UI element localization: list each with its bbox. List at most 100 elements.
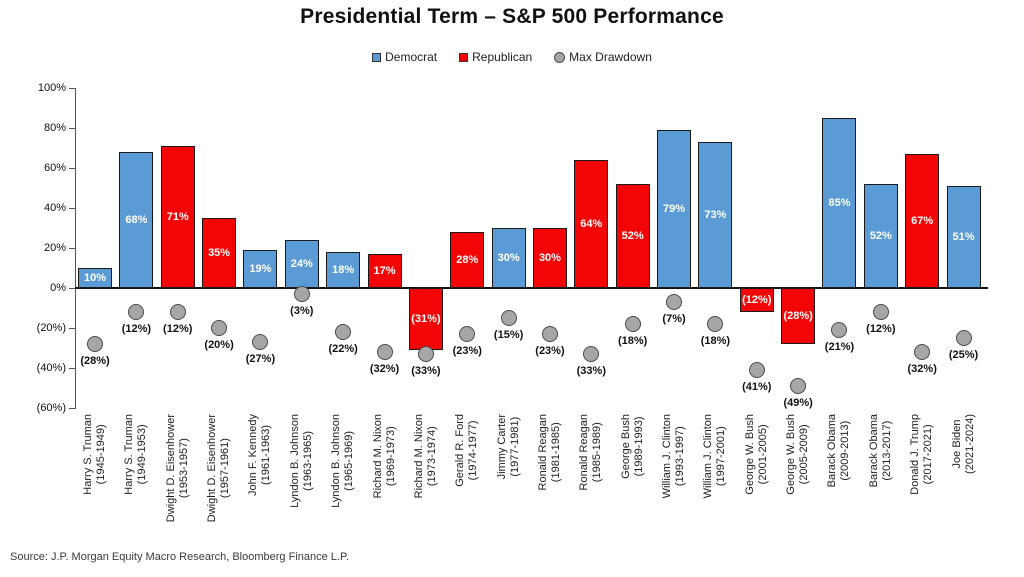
- max-drawdown-marker: [583, 346, 600, 362]
- democrat-swatch-icon: [372, 52, 382, 62]
- return-bar: [905, 154, 940, 288]
- return-label: 64%: [580, 218, 603, 230]
- president-years: (1993-1997): [674, 426, 687, 487]
- president-years: (1945-1949): [95, 424, 107, 485]
- return-label: 51%: [952, 231, 975, 243]
- return-bar: [491, 228, 526, 288]
- y-tick-label: (20%): [36, 322, 66, 334]
- return-label: 30%: [497, 252, 520, 264]
- president-years: (1963-1965): [301, 430, 314, 491]
- drawdown-label: (32%): [907, 363, 937, 375]
- category-label-text: Jimmy Carter (1977-1981): [496, 414, 522, 479]
- category-label-text: John F. Kennedy (1961-1963): [247, 414, 273, 496]
- president-years: (1973-1974): [425, 426, 438, 487]
- drawdown-label: (22%): [328, 343, 358, 355]
- y-tick-label: 80%: [43, 122, 66, 134]
- max-drawdown-marker: [541, 326, 558, 342]
- y-tick-mark: [69, 408, 75, 409]
- president-name: Jimmy Carter: [495, 414, 508, 480]
- max-drawdown-marker: [790, 378, 807, 394]
- y-tick-mark: [69, 328, 75, 329]
- president-name: George Bush: [619, 414, 632, 479]
- return-bar: [450, 232, 485, 288]
- drawdown-label: (20%): [204, 339, 234, 351]
- category-label-text: Richard M. Nixon (1969-1973): [372, 414, 398, 498]
- republican-swatch-icon: [459, 52, 469, 62]
- president-name: William J. Clinton: [702, 414, 715, 499]
- chart-title: Presidential Term – S&P 500 Performance: [300, 5, 724, 28]
- legend-label-republican: Republican: [472, 50, 533, 64]
- y-tick-mark: [69, 208, 75, 209]
- return-bar: [574, 160, 609, 288]
- president-name: Richard M. Nixon: [371, 414, 384, 499]
- max-drawdown-marker: [417, 346, 434, 362]
- president-name: Dwight D. Eisenhower: [164, 414, 177, 523]
- drawdown-label: (25%): [948, 349, 979, 361]
- return-bar: [78, 268, 112, 288]
- category-label-text: Barack Obama (2013-2017): [868, 414, 894, 487]
- drawdown-label: (49%): [783, 397, 813, 409]
- president-name: Joe Biden: [950, 419, 963, 469]
- chart-legend: Democrat Republican Max Drawdown: [0, 50, 1024, 64]
- president-name: George W. Bush: [743, 414, 756, 495]
- president-name: Barack Obama: [867, 414, 880, 488]
- category-label-text: George W. Bush (2005-2009): [785, 414, 811, 495]
- max-drawdown-marker: [459, 326, 476, 342]
- category-label-text: William J. Clinton (1997-2001): [702, 414, 728, 498]
- president-years: (1997-2001): [715, 426, 728, 487]
- president-name: Richard M. Nixon: [412, 414, 425, 499]
- return-label: 35%: [208, 247, 231, 259]
- return-bar: [657, 130, 692, 288]
- category-label-text: Ronald Reagan (1985-1989): [578, 414, 604, 490]
- return-label: 73%: [704, 209, 727, 221]
- drawdown-label: (15%): [493, 329, 524, 341]
- return-label: 17%: [373, 265, 396, 277]
- return-label: 52%: [869, 230, 892, 242]
- return-bar: [408, 288, 443, 350]
- source-note: Source: J.P. Morgan Equity Macro Researc…: [10, 551, 349, 563]
- return-label: 52%: [621, 230, 644, 242]
- president-name: Donald J. Trump: [909, 414, 922, 495]
- return-bar: [532, 228, 567, 288]
- y-tick-mark: [69, 168, 75, 169]
- president-years: (1974-1977): [467, 420, 480, 481]
- max-drawdown-marker: [169, 304, 186, 320]
- return-label: (31%): [411, 313, 441, 325]
- max-drawdown-marker: [128, 304, 145, 320]
- return-label: 71%: [166, 211, 189, 223]
- legend-label-max-drawdown: Max Drawdown: [569, 50, 652, 64]
- category-label-text: Dwight D. Eisenhower (1957-1961): [206, 414, 232, 522]
- category-label-text: Barack Obama (2009-2013): [826, 414, 852, 487]
- y-tick-mark: [69, 128, 75, 129]
- drawdown-label: (12%): [121, 323, 152, 335]
- drawdown-label: (18%): [700, 335, 731, 347]
- y-axis-line: [75, 88, 76, 409]
- y-tick-label: 0%: [50, 282, 66, 294]
- president-name: William J. Clinton: [661, 414, 674, 499]
- drawdown-label: (7%): [662, 313, 686, 325]
- y-tick-mark: [69, 88, 75, 89]
- president-name: Lyndon B. Johnson: [330, 414, 343, 508]
- return-label: (12%): [742, 294, 772, 306]
- y-tick-label: 40%: [43, 202, 66, 214]
- return-bar: [822, 118, 857, 288]
- president-years: (2005-2009): [798, 424, 811, 485]
- return-label: 85%: [828, 197, 851, 209]
- max-drawdown-marker: [748, 362, 765, 378]
- drawdown-label: (12%): [163, 323, 193, 335]
- president-years: (2017-2021): [922, 424, 935, 485]
- president-years: (1965-1969): [343, 430, 356, 491]
- return-bar: [781, 288, 816, 344]
- y-tick-mark: [69, 248, 75, 249]
- max-drawdown-marker: [914, 344, 931, 360]
- return-bar: [326, 252, 361, 288]
- return-bar: [119, 152, 154, 288]
- y-tick-mark: [69, 368, 75, 369]
- president-years: (1961-1963): [260, 425, 273, 485]
- category-label-text: George W. Bush (2001-2005): [744, 414, 770, 495]
- president-years: (2021-2024): [963, 414, 976, 474]
- y-tick-label: 100%: [37, 82, 66, 94]
- drawdown-label: (18%): [618, 335, 648, 347]
- category-label: Joe Biden (2021-2024): [951, 414, 1011, 474]
